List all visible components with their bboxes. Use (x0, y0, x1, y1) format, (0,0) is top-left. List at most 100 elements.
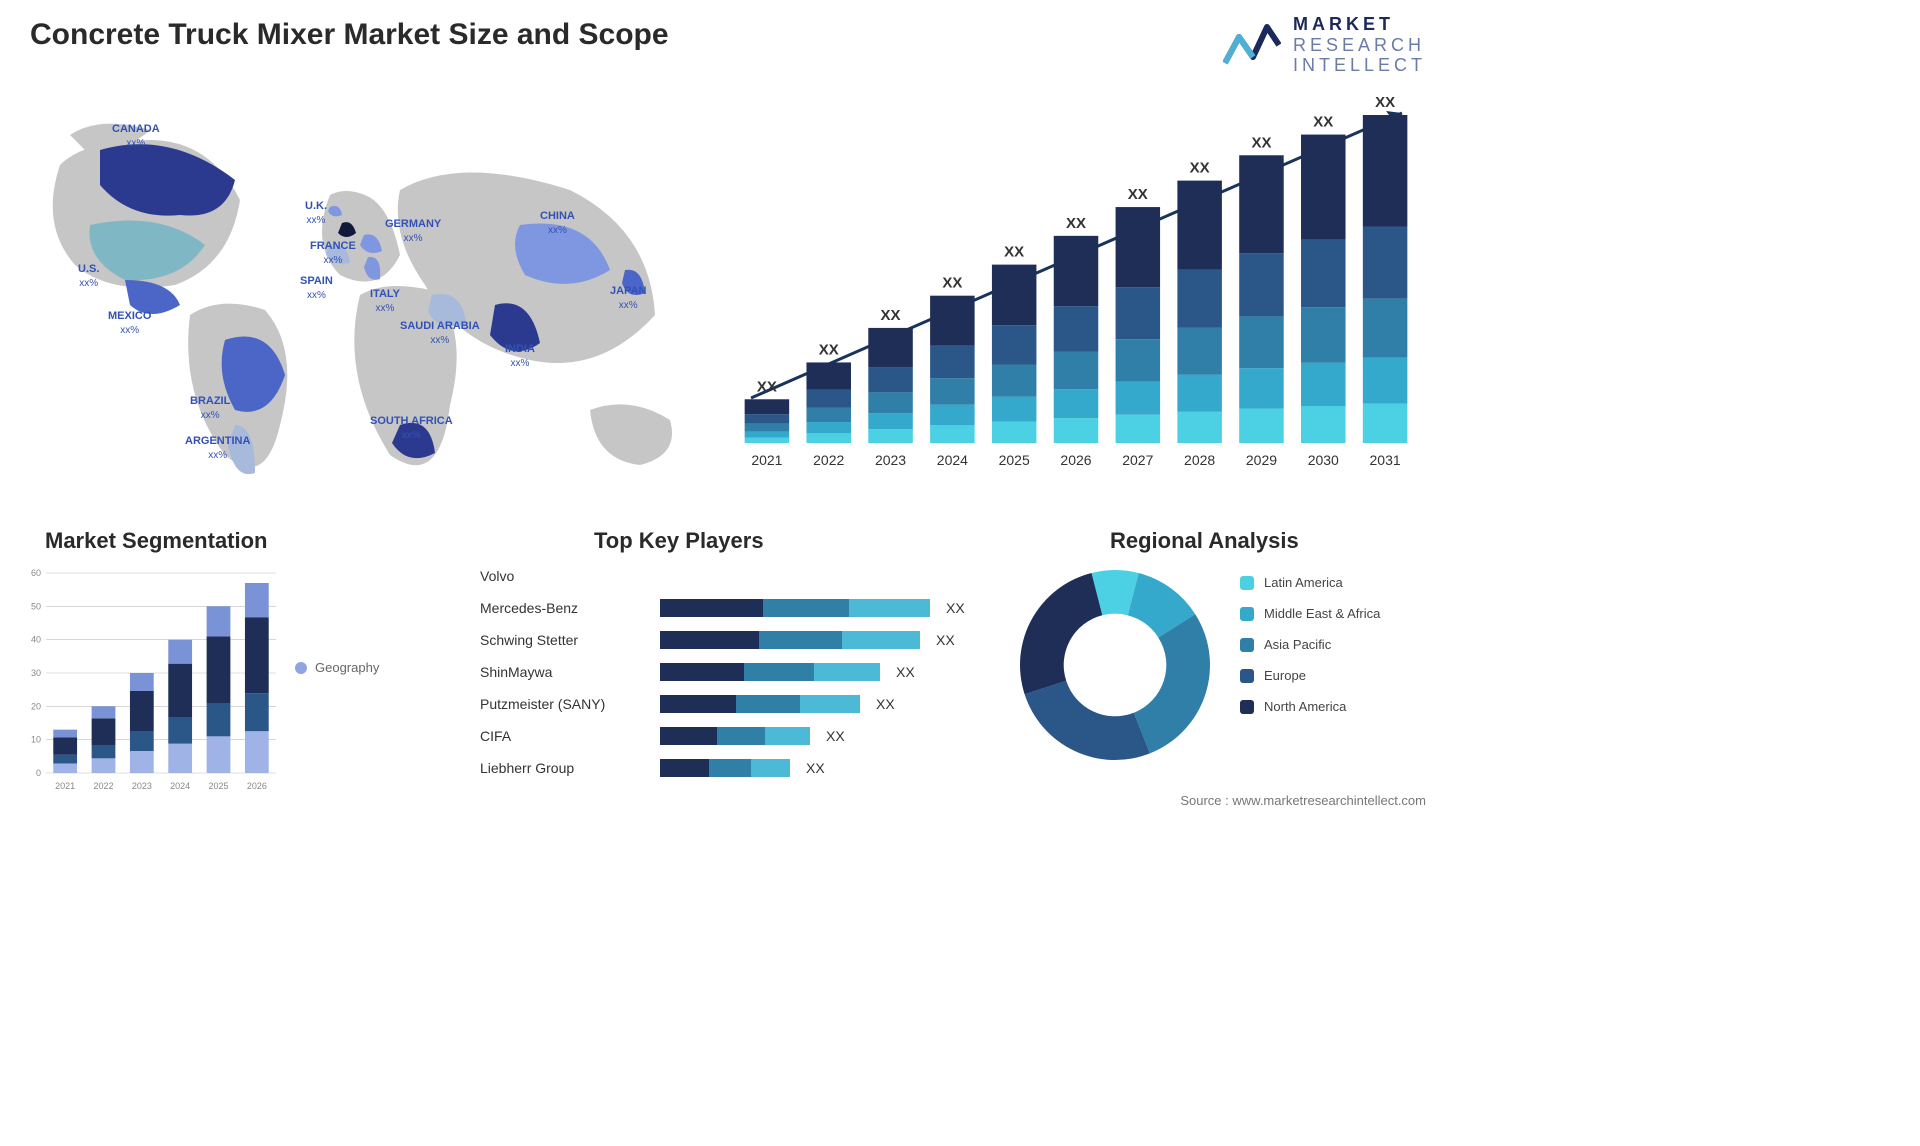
svg-text:2021: 2021 (751, 452, 782, 468)
svg-text:XX: XX (1190, 160, 1210, 177)
player-row: Liebherr Group XX (480, 752, 980, 784)
player-value: XX (936, 632, 955, 648)
svg-text:30: 30 (31, 668, 41, 678)
region-legend-item: Middle East & Africa (1240, 606, 1380, 621)
logo-icon (1223, 23, 1281, 67)
map-label-france: FRANCExx% (310, 240, 356, 268)
map-label-japan: JAPANxx% (610, 285, 646, 313)
region-legend-item: Europe (1240, 668, 1380, 683)
player-value: XX (946, 600, 965, 616)
region-legend-item: North America (1240, 699, 1380, 714)
regional-legend: Latin America Middle East & Africa Asia Pa… (1240, 575, 1380, 714)
map-label-italy: ITALYxx% (370, 288, 400, 316)
player-name: Schwing Stetter (480, 632, 650, 648)
svg-text:2026: 2026 (1060, 452, 1091, 468)
player-row: CIFA XX (480, 720, 980, 752)
legend-dot-icon (295, 662, 307, 674)
svg-text:60: 60 (31, 568, 41, 578)
player-bar (660, 631, 920, 649)
svg-text:2028: 2028 (1184, 452, 1215, 468)
player-value: XX (806, 760, 825, 776)
player-name: Volvo (480, 568, 650, 584)
svg-text:2025: 2025 (208, 781, 228, 791)
players-list: Volvo Mercedes-Benz XX Schwing Stetter XX Shi… (480, 560, 980, 784)
player-bar (660, 663, 880, 681)
segmentation-chart: 0102030405060202120222023202420252026 (20, 565, 280, 795)
svg-text:XX: XX (1251, 134, 1271, 151)
player-bar (660, 599, 930, 617)
svg-text:2027: 2027 (1122, 452, 1153, 468)
segmentation-legend: Geography (295, 660, 379, 675)
svg-text:2023: 2023 (132, 781, 152, 791)
svg-text:0: 0 (36, 768, 41, 778)
svg-text:XX: XX (1066, 215, 1086, 232)
legend-label: Middle East & Africa (1264, 606, 1380, 621)
svg-text:XX: XX (1375, 95, 1395, 111)
world-map-svg (30, 95, 690, 495)
world-map: CANADAxx% U.S.xx% MEXICOxx% BRAZILxx% ARGENT… (30, 95, 690, 495)
player-bar (660, 695, 860, 713)
svg-text:2026: 2026 (247, 781, 267, 791)
player-name: ShinMaywa (480, 664, 650, 680)
svg-text:XX: XX (819, 341, 839, 358)
svg-text:2029: 2029 (1246, 452, 1277, 468)
player-row: Putzmeister (SANY) XX (480, 688, 980, 720)
map-label-canada: CANADAxx% (112, 123, 160, 151)
svg-text:2025: 2025 (999, 452, 1030, 468)
svg-text:XX: XX (1313, 114, 1333, 131)
legend-swatch-icon (1240, 607, 1254, 621)
svg-text:2031: 2031 (1370, 452, 1401, 468)
map-label-argentina: ARGENTINAxx% (185, 435, 250, 463)
player-row: Volvo (480, 560, 980, 592)
map-label-saudi-arabia: SAUDI ARABIAxx% (400, 320, 480, 348)
player-name: Putzmeister (SANY) (480, 696, 650, 712)
svg-text:2023: 2023 (875, 452, 906, 468)
svg-text:XX: XX (1128, 186, 1148, 203)
player-value: XX (826, 728, 845, 744)
players-title: Top Key Players (594, 528, 764, 554)
brand-logo: MARKET RESEARCH INTELLECT (1223, 14, 1426, 76)
legend-swatch-icon (1240, 700, 1254, 714)
legend-label: Asia Pacific (1264, 637, 1331, 652)
legend-label: Latin America (1264, 575, 1343, 590)
player-name: Liebherr Group (480, 760, 650, 776)
legend-label: North America (1264, 699, 1346, 714)
legend-swatch-icon (1240, 638, 1254, 652)
svg-text:2021: 2021 (55, 781, 75, 791)
svg-text:2022: 2022 (93, 781, 113, 791)
map-label-u-s-: U.S.xx% (78, 263, 99, 291)
svg-text:2024: 2024 (170, 781, 190, 791)
svg-text:XX: XX (942, 275, 962, 292)
player-value: XX (896, 664, 915, 680)
logo-line3: INTELLECT (1293, 55, 1426, 76)
page-title: Concrete Truck Mixer Market Size and Sco… (30, 18, 669, 52)
player-value: XX (876, 696, 895, 712)
player-name: Mercedes-Benz (480, 600, 650, 616)
map-label-south-africa: SOUTH AFRICAxx% (370, 415, 453, 443)
svg-text:2022: 2022 (813, 452, 844, 468)
player-row: Mercedes-Benz XX (480, 592, 980, 624)
source-attribution: Source : www.marketresearchintellect.com (1180, 793, 1426, 808)
player-bar (660, 727, 810, 745)
svg-text:XX: XX (757, 378, 777, 395)
map-label-germany: GERMANYxx% (385, 218, 441, 246)
svg-text:XX: XX (881, 307, 901, 324)
region-legend-item: Latin America (1240, 575, 1380, 590)
svg-text:40: 40 (31, 635, 41, 645)
region-legend-item: Asia Pacific (1240, 637, 1380, 652)
player-bar (660, 759, 790, 777)
map-label-u-k-: U.K.xx% (305, 200, 327, 228)
segmentation-legend-label: Geography (315, 660, 379, 675)
logo-line2: RESEARCH (1293, 35, 1426, 56)
map-label-brazil: BRAZILxx% (190, 395, 230, 423)
player-row: Schwing Stetter XX (480, 624, 980, 656)
main-growth-chart: XX2021XX2022XX2023XX2024XX2025XX2026XX20… (736, 95, 1416, 475)
svg-text:2030: 2030 (1308, 452, 1339, 468)
map-label-spain: SPAINxx% (300, 275, 333, 303)
legend-swatch-icon (1240, 669, 1254, 683)
player-name: CIFA (480, 728, 650, 744)
map-label-mexico: MEXICOxx% (108, 310, 151, 338)
svg-text:10: 10 (31, 735, 41, 745)
svg-text:XX: XX (1004, 244, 1024, 261)
logo-line1: MARKET (1293, 14, 1426, 35)
